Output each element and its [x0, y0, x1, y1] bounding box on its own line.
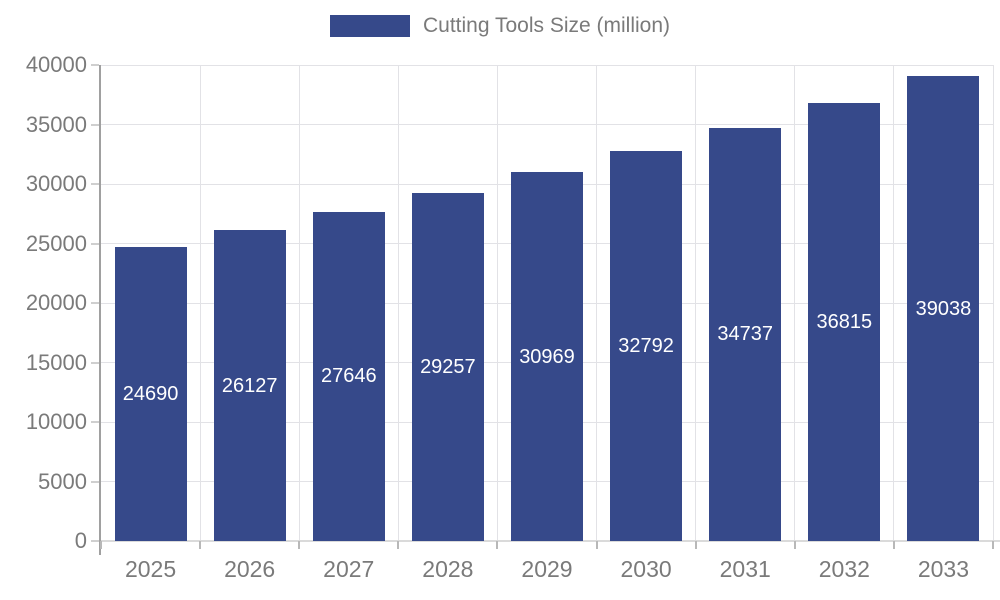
x-tick-label: 2028	[422, 556, 474, 582]
bar-value-label: 36815	[816, 310, 873, 333]
x-tick-label: 2027	[323, 556, 375, 582]
x-axis-tick	[892, 541, 895, 549]
y-axis-tick	[91, 480, 99, 483]
x-gridline	[794, 65, 796, 541]
y-axis-tick	[91, 183, 99, 185]
bar-value-label: 29257	[420, 355, 476, 378]
y-tick-label: 20000	[25, 290, 87, 315]
x-axis-tick	[397, 541, 400, 549]
bar-value-label: 24690	[122, 383, 179, 406]
x-axis-tick	[199, 541, 202, 549]
bar: 24690	[114, 247, 187, 541]
y-gridline	[101, 124, 993, 125]
x-tick-label: 2033	[917, 556, 970, 582]
y-axis-tick	[91, 242, 99, 245]
y-axis-tick	[91, 64, 99, 66]
y-axis-tick	[91, 302, 99, 304]
bar: 36815	[808, 102, 881, 541]
x-axis-tick	[496, 541, 499, 549]
plot-area: 24690 26127 27646 29257 30969 32792 34737 36815…	[91, 64, 1000, 555]
x-tick-label: 2030	[620, 556, 672, 582]
bar: 39038	[907, 76, 980, 541]
bar-value-label: 34737	[717, 323, 774, 346]
y-axis-tick	[91, 123, 99, 126]
bar-value-label: 26127	[221, 374, 278, 397]
y-tick-label: 35000	[25, 111, 87, 137]
y-tick-label: 15000	[25, 349, 87, 375]
x-axis-tick	[992, 541, 994, 549]
y-gridline	[101, 64, 993, 66]
x-gridline	[596, 65, 598, 541]
y-axis-line	[99, 65, 101, 555]
x-axis-tick	[793, 541, 796, 549]
bar: 30969	[511, 172, 583, 541]
x-axis-tick	[595, 541, 598, 549]
x-tick-label: 2026	[224, 556, 276, 582]
x-gridline	[298, 65, 300, 541]
x-tick-label: 2032	[818, 556, 870, 582]
legend-label: Cutting Tools Size (million)	[422, 14, 671, 37]
y-tick-label: 40000	[25, 52, 87, 77]
bar: 34737	[709, 127, 782, 541]
y-axis-tick	[91, 361, 99, 364]
x-axis-tick	[298, 541, 301, 549]
legend-swatch	[329, 15, 410, 37]
x-axis-tick	[694, 541, 697, 549]
x-axis-line	[93, 540, 1000, 542]
x-gridline	[199, 65, 201, 541]
y-axis-tick	[91, 540, 99, 542]
bar: 32792	[610, 150, 683, 541]
x-gridline	[496, 65, 498, 541]
bar-value-label: 32792	[618, 334, 674, 357]
y-tick-label: 10000	[25, 409, 87, 434]
x-gridline	[397, 65, 399, 541]
y-tick-label: 30000	[25, 171, 87, 196]
x-tick-label: 2025	[124, 556, 177, 582]
x-gridline	[893, 65, 895, 541]
x-tick-label: 2029	[521, 556, 573, 582]
bar: 29257	[411, 192, 484, 541]
bar-value-label: 27646	[320, 365, 377, 388]
bar-value-label: 39038	[915, 297, 972, 320]
y-tick-label: 0	[74, 528, 87, 553]
x-gridline	[992, 65, 994, 541]
bar: 26127	[213, 230, 286, 541]
bar-value-label: 30969	[519, 345, 575, 368]
legend: Cutting Tools Size (million)	[0, 14, 1000, 38]
y-tick-label: 25000	[25, 230, 87, 256]
x-gridline	[695, 65, 697, 541]
x-tick-label: 2031	[719, 556, 771, 582]
y-axis-tick	[91, 421, 99, 423]
bar: 27646	[312, 212, 385, 541]
x-axis-tick	[100, 541, 102, 549]
y-tick-label: 5000	[38, 468, 87, 494]
